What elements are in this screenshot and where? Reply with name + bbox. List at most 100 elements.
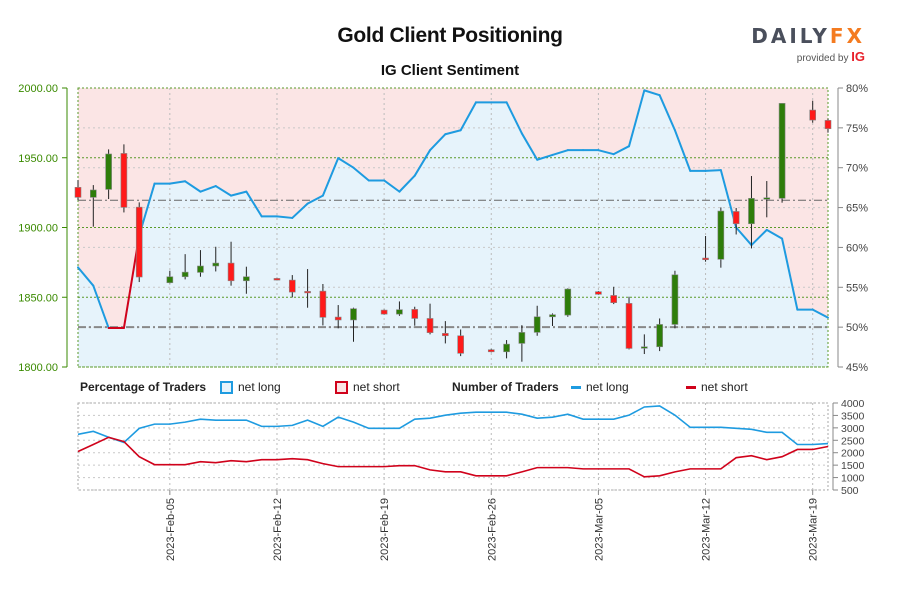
sentiment-line-segment — [628, 89, 646, 148]
sentiment-line-segment — [383, 179, 401, 193]
candle — [595, 290, 602, 295]
candle — [105, 149, 112, 200]
legend-num-long[interactable]: net long — [571, 380, 629, 394]
legend-pct-title: Percentage of Traders — [80, 380, 206, 394]
dailyfx-logo: DAILYFX provided by IG — [751, 24, 865, 64]
sentiment-line-segment — [597, 149, 615, 156]
sentiment-line-segment — [291, 202, 309, 219]
candle — [641, 334, 648, 355]
candle-body-bearish — [135, 206, 143, 278]
candle — [319, 283, 327, 326]
candle — [824, 118, 832, 133]
candle-body-bearish — [411, 309, 419, 319]
sentiment-line-segment — [520, 132, 539, 161]
candle — [243, 266, 250, 294]
traders-tick-label: 1500 — [841, 460, 865, 472]
sentiment-line-segment — [184, 180, 202, 193]
candle-body-bearish — [702, 257, 709, 261]
candle-body-bearish — [319, 290, 327, 318]
legend-pct-long[interactable]: net long — [220, 380, 281, 394]
price-tick-label: 1800.00 — [18, 362, 58, 374]
candle — [564, 288, 572, 317]
legend-num-short[interactable]: net short — [686, 380, 748, 394]
candle — [732, 207, 740, 235]
candle-body-bullish — [748, 198, 755, 225]
candle-body-bullish — [763, 197, 771, 200]
date-tick-label: 2023-Mar-19 — [808, 498, 820, 561]
candle — [350, 307, 357, 342]
candle-body-bearish — [227, 262, 235, 282]
candle-body-bullish — [564, 288, 572, 316]
legend-line-short — [686, 385, 696, 389]
legend-swatch-long — [220, 380, 233, 394]
candle-body-bullish — [243, 276, 250, 282]
sentiment-line-segment — [811, 308, 829, 319]
sentiment-line-segment — [459, 101, 477, 132]
candle — [396, 301, 403, 316]
chart-title: Gold Client Positioning — [337, 24, 563, 47]
candle-body-bearish — [334, 316, 342, 321]
candle-body-bullish — [671, 274, 679, 325]
date-tick-label: 2023-Feb-05 — [165, 498, 177, 561]
sentiment-line-segment — [765, 228, 784, 240]
candle — [442, 321, 449, 344]
date-tick-label: 2023-Feb-12 — [272, 498, 284, 561]
candle — [549, 313, 556, 326]
sentiment-line-segment — [704, 169, 722, 172]
candle — [763, 181, 771, 218]
traders-net-long-line — [77, 405, 829, 446]
candle-body-bearish — [610, 295, 618, 303]
candle — [717, 207, 725, 268]
candle-body-bearish — [442, 333, 449, 337]
candle-body-bullish — [166, 276, 174, 284]
traders-tick-label: 2500 — [841, 435, 865, 447]
sentiment-tick-label: 50% — [846, 322, 868, 334]
candle — [625, 296, 633, 350]
candle-body-bearish — [120, 153, 128, 208]
sentiment-line-segment — [643, 89, 661, 97]
candle-body-bullish — [212, 262, 220, 267]
sentiment-line-segment — [781, 237, 799, 311]
long-area — [78, 90, 828, 368]
legend-pct-short[interactable]: net short — [335, 380, 400, 394]
candle — [135, 202, 143, 283]
candle — [503, 340, 510, 359]
sentiment-line-segment — [352, 166, 370, 182]
sentiment-line-segment — [658, 94, 676, 132]
traders-tick-label: 1000 — [841, 473, 865, 485]
date-tick-label: 2023-Mar-12 — [701, 498, 713, 561]
legend-pct-title-text: Percentage of Traders — [80, 380, 207, 394]
chart-subtitle: IG Client Sentiment — [380, 62, 520, 79]
price-tick-label: 2000.00 — [18, 83, 58, 95]
candle-body-bullish — [533, 316, 541, 333]
sentiment-line-segment — [321, 157, 340, 197]
date-tick-label: 2023-Mar-05 — [593, 498, 605, 561]
candle — [166, 270, 174, 284]
price-tick-label: 1900.00 — [18, 223, 58, 235]
candle-body-bullish — [181, 271, 189, 278]
sentiment-tick-label: 60% — [846, 242, 868, 254]
candle — [288, 275, 296, 298]
sentiment-line-segment — [398, 174, 416, 193]
logo-provided: provided by — [796, 53, 849, 64]
candle — [90, 185, 97, 227]
candle-body-bullish — [503, 343, 510, 353]
legend-num-title-text: Number of Traders — [452, 380, 559, 394]
traders-tick-label: 3000 — [841, 423, 865, 435]
candle — [457, 329, 464, 357]
candle — [518, 325, 526, 362]
sentiment-line-segment — [245, 190, 263, 218]
candle — [212, 246, 220, 272]
sentiment-line-segment — [673, 129, 692, 172]
plot-border — [77, 87, 829, 368]
candle-body-bearish — [273, 278, 281, 281]
sentiment-line-segment — [230, 190, 248, 197]
sentiment-line-segment — [429, 133, 447, 152]
candle-body-bullish — [518, 332, 526, 344]
candle — [656, 318, 663, 352]
candle — [227, 241, 235, 286]
candle-body-bearish — [809, 109, 816, 121]
sentiment-line-segment — [199, 185, 217, 193]
sentiment-line-segment — [306, 194, 324, 205]
candle-body-bullish — [656, 324, 663, 348]
